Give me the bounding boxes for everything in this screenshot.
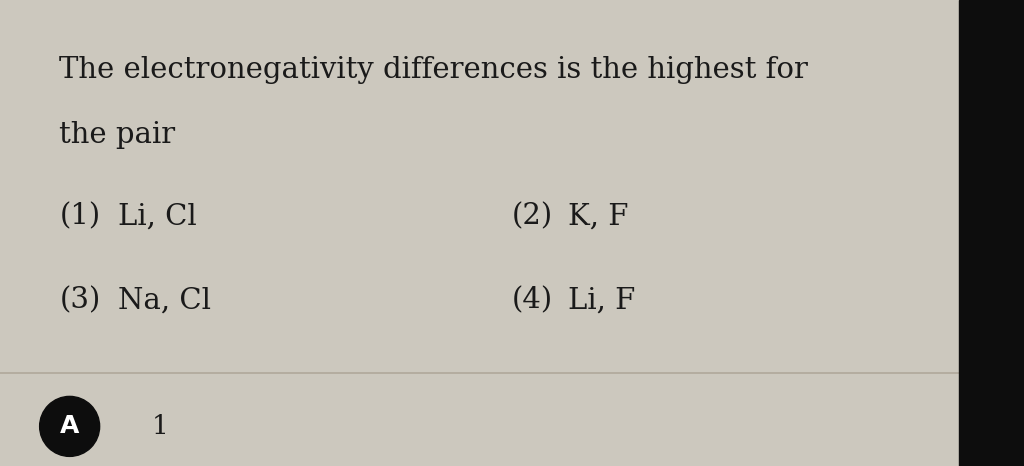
Text: (2): (2): [512, 203, 553, 231]
Text: 1: 1: [152, 414, 168, 439]
Text: Li, F: Li, F: [568, 287, 636, 315]
Text: (1): (1): [59, 203, 100, 231]
Text: the pair: the pair: [59, 121, 175, 149]
Text: The electronegativity differences is the highest for: The electronegativity differences is the…: [59, 56, 808, 84]
Text: (3): (3): [59, 287, 100, 315]
Text: Na, Cl: Na, Cl: [118, 287, 211, 315]
Text: Li, Cl: Li, Cl: [118, 203, 197, 231]
Text: A: A: [60, 414, 79, 439]
Ellipse shape: [40, 397, 99, 456]
Bar: [959, 0, 1024, 466]
Text: (4): (4): [512, 287, 553, 315]
Text: K, F: K, F: [568, 203, 629, 231]
